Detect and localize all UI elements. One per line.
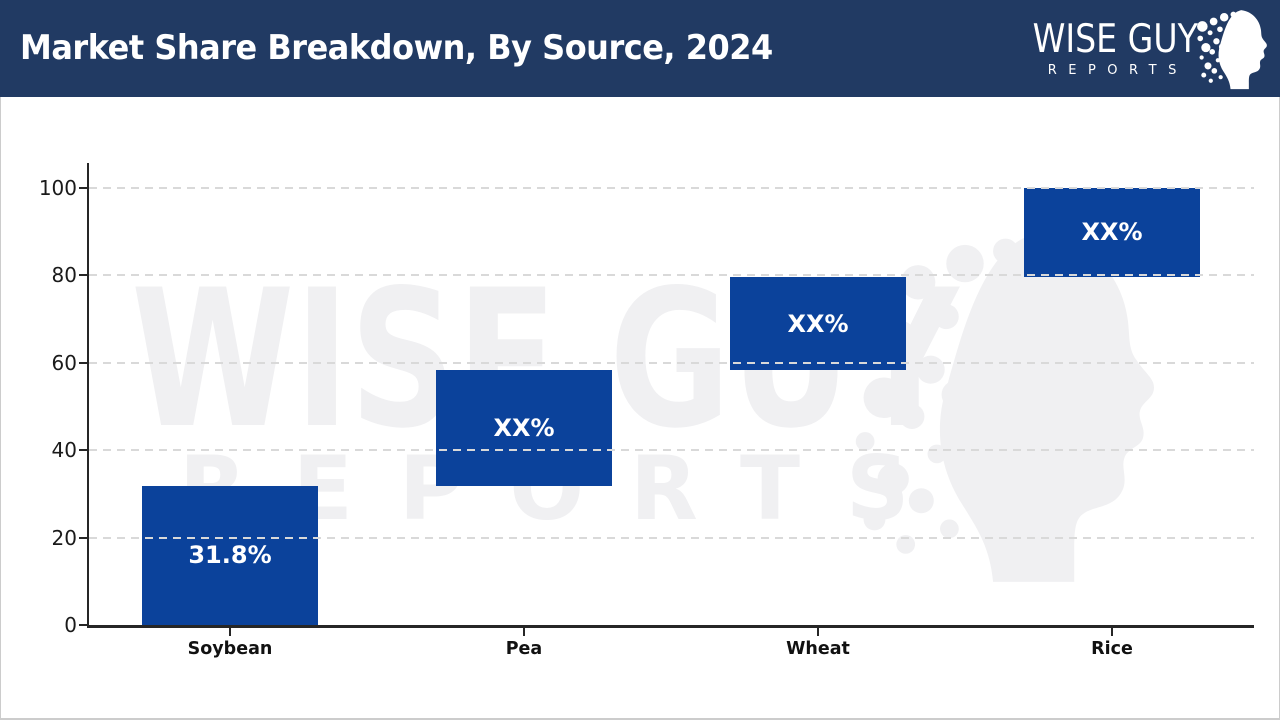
y-axis-label-80: 80 bbox=[51, 263, 77, 287]
x-axis-label-pea: Pea bbox=[505, 639, 543, 659]
y-axis-tick-0 bbox=[79, 624, 88, 626]
x-axis-tick-soybean bbox=[229, 628, 231, 636]
header-bar: Market Share Breakdown, By Source, 2024 … bbox=[0, 0, 1280, 97]
wiseguy-logo: WISE GUY REPORTS bbox=[1018, 5, 1270, 93]
x-axis-tick-rice bbox=[1111, 628, 1113, 636]
y-axis-label-0: 0 bbox=[64, 613, 77, 637]
gridline-80 bbox=[89, 274, 1254, 276]
bar-value-label-rice: XX% bbox=[1081, 218, 1143, 247]
y-axis-line bbox=[87, 163, 89, 628]
bar-soybean bbox=[142, 485, 318, 625]
gridline-20 bbox=[89, 536, 1254, 539]
x-axis-label-rice: Rice bbox=[1091, 639, 1133, 659]
x-axis-tick-pea bbox=[523, 628, 525, 636]
wiseguy-logo-text: WISE GUY REPORTS bbox=[1018, 17, 1212, 79]
gridline-100 bbox=[89, 186, 1254, 189]
bar-rice bbox=[1024, 187, 1200, 278]
y-axis-label-60: 60 bbox=[51, 350, 77, 375]
y-axis-tick-100 bbox=[79, 186, 88, 189]
y-axis-label-40: 40 bbox=[51, 438, 77, 462]
x-axis-label-soybean: Soybean bbox=[187, 639, 273, 659]
y-axis-label-100: 100 bbox=[38, 175, 77, 200]
x-axis-label-wheat: Wheat bbox=[786, 639, 850, 659]
logo-brand-subtitle: REPORTS bbox=[1047, 63, 1188, 78]
gridline-40 bbox=[89, 449, 1254, 451]
x-axis-line bbox=[89, 625, 1254, 628]
bar-value-label-pea: XX% bbox=[493, 413, 555, 442]
y-axis-tick-80 bbox=[79, 274, 88, 276]
bar-value-label-soybean: 31.8% bbox=[188, 541, 272, 570]
gridline-60 bbox=[89, 361, 1254, 364]
y-axis-tick-60 bbox=[79, 361, 88, 364]
plot-area: 0 20 40 60 80 100 31.8% Soybean XX% Pea XX% Wheat XX… bbox=[1, 97, 1280, 720]
bar-pea bbox=[436, 369, 612, 486]
chart-canvas: WISE GUY REPORTS 0 20 40 60 80 100 31.8% Soybea… bbox=[0, 97, 1280, 720]
y-axis-label-20: 20 bbox=[51, 525, 77, 550]
page-title: Market Share Breakdown, By Source, 2024 bbox=[20, 27, 773, 68]
x-axis-tick-wheat bbox=[817, 628, 819, 636]
logo-brand-name: WISE GUY bbox=[1032, 17, 1198, 62]
bar-value-label-wheat: XX% bbox=[787, 309, 849, 338]
bar-wheat bbox=[730, 277, 906, 370]
y-axis-tick-20 bbox=[79, 536, 88, 539]
y-axis-tick-40 bbox=[79, 449, 88, 451]
